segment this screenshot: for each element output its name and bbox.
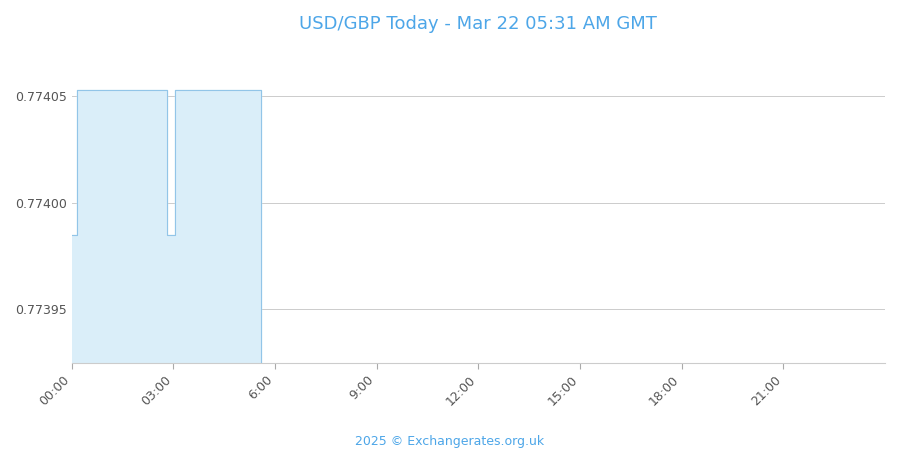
Text: 2025 © Exchangerates.org.uk: 2025 © Exchangerates.org.uk	[356, 436, 544, 449]
Title: USD/GBP Today - Mar 22 05:31 AM GMT: USD/GBP Today - Mar 22 05:31 AM GMT	[300, 15, 657, 33]
